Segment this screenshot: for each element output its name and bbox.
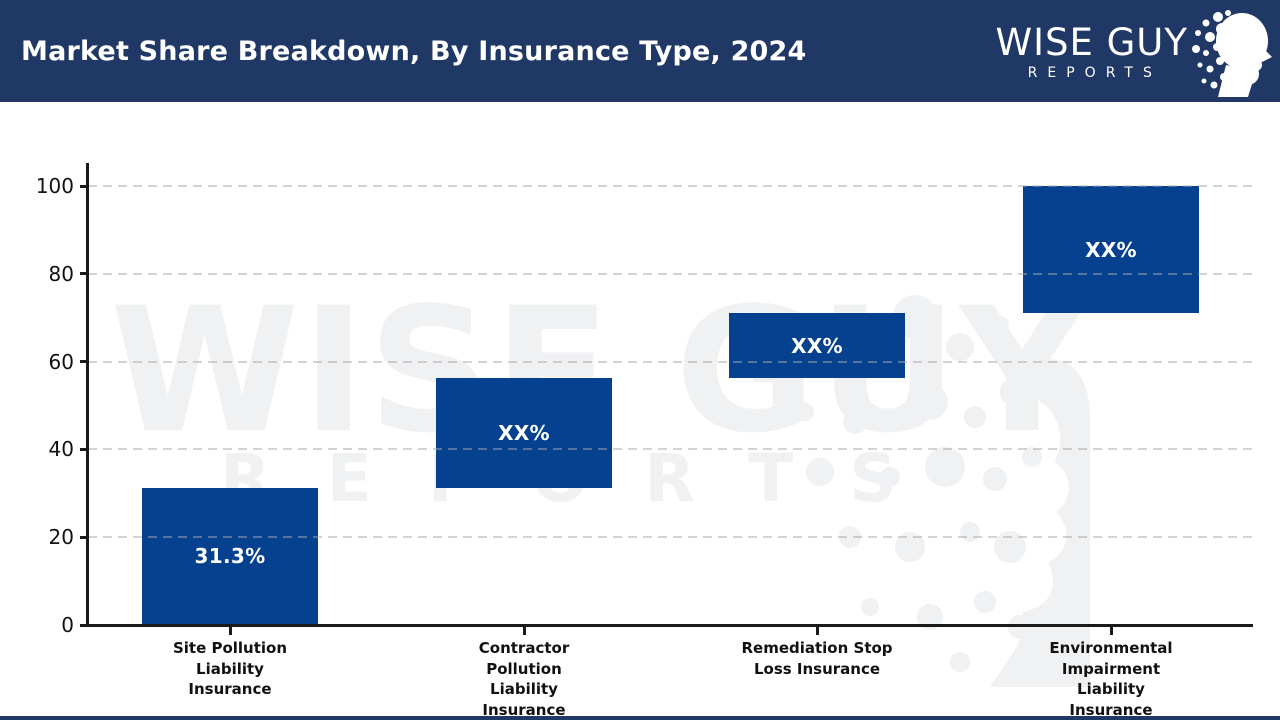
x-axis-spine <box>86 624 1253 627</box>
brand-text: WISE GUY REPORTS <box>995 21 1188 82</box>
gridline-60 <box>88 360 1253 363</box>
bar-segment-2: XX% <box>436 378 612 488</box>
category-label-line: Insurance <box>482 700 566 719</box>
brand-wordmark: WISE GUY <box>995 21 1188 64</box>
category-label-line: Liability <box>490 680 558 698</box>
x-axis-tick <box>522 627 526 635</box>
category-label-line: Site Pollution <box>172 639 288 657</box>
x-axis-category-label: Site Pollution Liability Insurance <box>100 638 360 700</box>
category-label-line: Loss Insurance <box>753 659 881 678</box>
bar-segment-3: XX% <box>729 313 905 379</box>
brand-logo: WISE GUY REPORTS <box>996 6 1272 98</box>
category-label-line: Liability <box>1077 680 1145 698</box>
bar-value-label: 31.3% <box>194 544 266 569</box>
footer-strip <box>0 716 1280 720</box>
x-axis-category-label: Contractor Pollution Liability Insurance <box>394 638 654 720</box>
category-label-line: Contractor <box>478 639 570 657</box>
category-label-line: Impairment <box>1061 659 1161 678</box>
y-axis-tick <box>80 535 88 539</box>
gridline-80 <box>88 272 1253 275</box>
category-label-line: Insurance <box>188 680 272 698</box>
bar-value-label: XX% <box>498 420 550 445</box>
y-axis-spine <box>86 163 89 626</box>
category-label-line: Liability <box>196 659 264 678</box>
y-axis-tick-label: 100 <box>35 174 74 198</box>
y-axis-tick-label: 60 <box>48 349 74 374</box>
y-axis-tick-label: 40 <box>48 437 74 462</box>
y-axis-tick-label: 0 <box>61 613 74 637</box>
bar-segment-4: XX% <box>1023 186 1199 314</box>
wiseguy-head-icon <box>1192 10 1272 97</box>
gridline-100 <box>88 185 1253 187</box>
bar-segment-1: 31.3% <box>142 487 318 625</box>
header-bar: Market Share Breakdown, By Insurance Typ… <box>0 0 1280 102</box>
category-label-line: Insurance <box>1069 700 1153 719</box>
x-axis-tick <box>815 627 819 635</box>
y-axis-tick-label: 80 <box>48 261 74 286</box>
brand-reports: REPORTS <box>1027 65 1162 81</box>
x-axis-category-label: Environmental Impairment Liability Insuranc… <box>981 638 1241 720</box>
gridline-20 <box>88 536 1253 539</box>
bar-value-label: XX% <box>791 333 843 358</box>
x-axis-tick <box>228 627 232 635</box>
category-label-line: Pollution <box>486 659 562 678</box>
bar-value-label: XX% <box>1085 237 1137 262</box>
watermark-head-dots-icon <box>777 295 1090 687</box>
gridline-40 <box>88 448 1253 451</box>
y-axis-tick <box>80 184 88 188</box>
y-axis-tick <box>80 272 88 276</box>
page-title: Market Share Breakdown, By Insurance Typ… <box>21 36 807 67</box>
x-axis-category-label: Remediation Stop Loss Insurance <box>687 638 947 679</box>
category-label-line: Environmental <box>1049 639 1173 657</box>
y-axis-tick <box>80 360 88 364</box>
y-axis-tick <box>80 447 88 451</box>
category-label-line: Remediation Stop <box>741 639 893 657</box>
y-axis-tick <box>80 623 88 627</box>
y-axis-tick-label: 20 <box>48 525 74 550</box>
x-axis-tick <box>1109 627 1113 635</box>
